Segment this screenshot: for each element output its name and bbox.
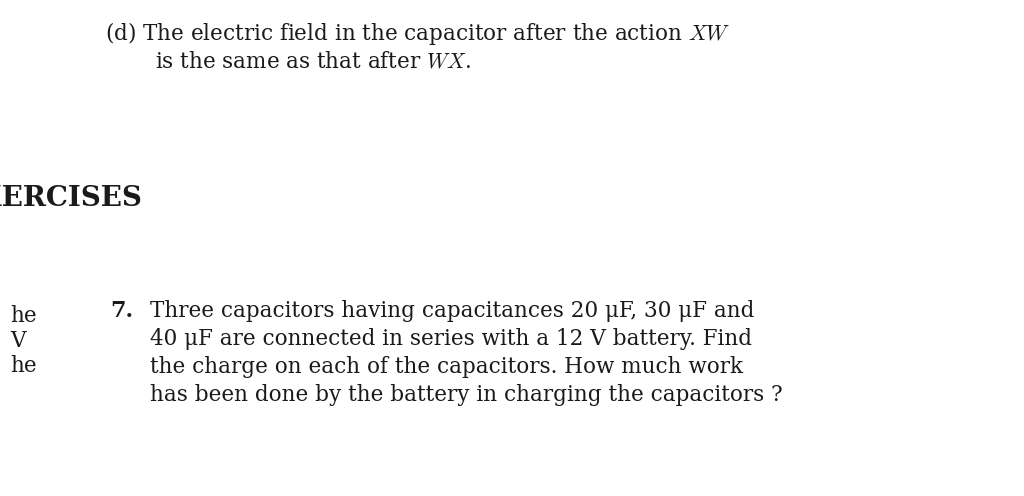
Text: V: V <box>10 330 26 352</box>
Text: EXERCISES: EXERCISES <box>0 185 143 212</box>
Text: (d) The electric field in the capacitor after the action $XW$: (d) The electric field in the capacitor … <box>105 20 730 47</box>
Text: is the same as that after $WX$.: is the same as that after $WX$. <box>155 50 471 72</box>
Text: Three capacitors having capacitances 20 μF, 30 μF and: Three capacitors having capacitances 20 … <box>150 300 755 322</box>
Text: the charge on each of the capacitors. How much work: the charge on each of the capacitors. Ho… <box>150 356 743 378</box>
Text: he: he <box>10 305 37 327</box>
Text: he: he <box>10 355 37 377</box>
Text: 7.: 7. <box>110 300 133 322</box>
Text: has been done by the battery in charging the capacitors ?: has been done by the battery in charging… <box>150 384 782 406</box>
Text: 40 μF are connected in series with a 12 V battery. Find: 40 μF are connected in series with a 12 … <box>150 328 752 350</box>
